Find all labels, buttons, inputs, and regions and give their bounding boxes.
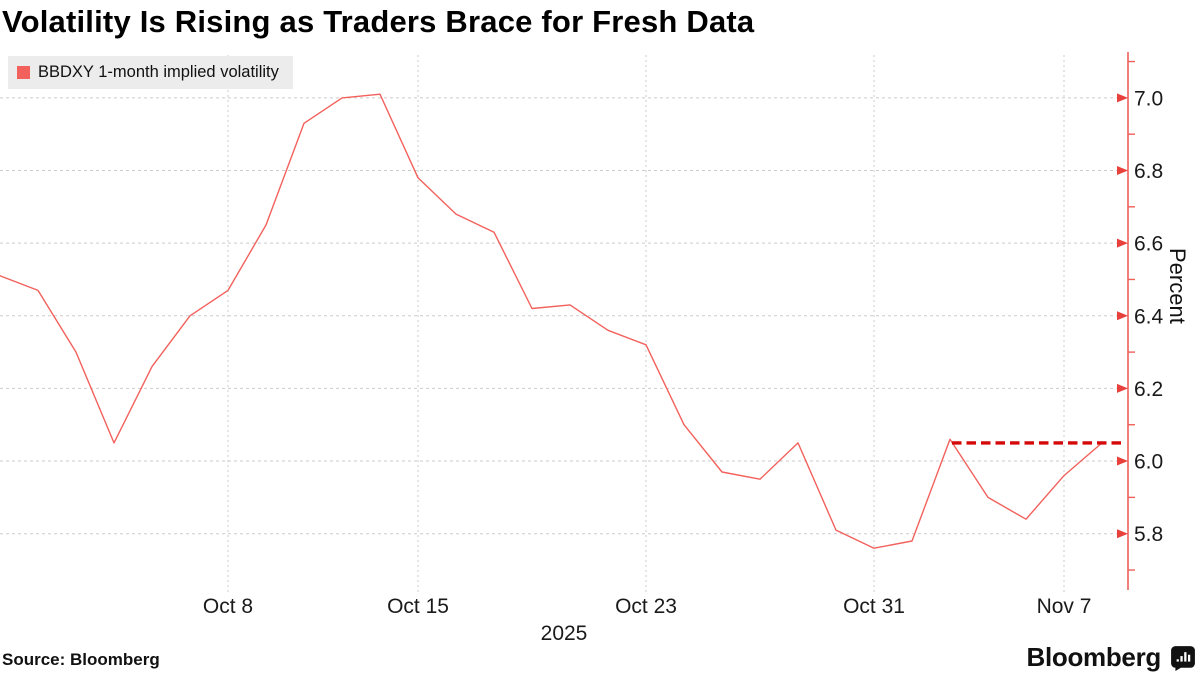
y-tick-label: 6.8 [1134, 160, 1163, 183]
y-tick-arrow-icon [1117, 93, 1128, 103]
x-tick-label: Oct 8 [203, 595, 253, 618]
series-line [0, 93, 1103, 549]
bloomberg-wordmark: Bloomberg [1026, 642, 1161, 672]
y-tick-label: 6.4 [1134, 305, 1164, 328]
legend: BBDXY 1-month implied volatility [8, 56, 293, 89]
y-tick-arrow-icon [1117, 311, 1128, 321]
x-axis-year-label: 2025 [540, 622, 588, 645]
bloomberg-logo: Bloomberg [1026, 642, 1196, 673]
y-tick-arrow-icon [1117, 529, 1128, 539]
source-attribution: Source: Bloomberg [2, 650, 160, 669]
y-tick-label: 6.6 [1134, 233, 1163, 256]
legend-label: BBDXY 1-month implied volatility [38, 63, 279, 81]
x-tick-label: Oct 31 [843, 595, 905, 618]
y-tick-label: 7.0 [1134, 87, 1163, 110]
y-tick-arrow-icon [1117, 456, 1128, 466]
y-tick-label: 6.0 [1134, 451, 1163, 474]
legend-swatch [17, 66, 30, 79]
y-tick-arrow-icon [1117, 383, 1128, 393]
x-tick-label: Oct 15 [387, 595, 449, 618]
x-tick-label: Oct 23 [615, 595, 677, 618]
y-tick-label: 5.8 [1134, 523, 1163, 546]
x-tick-label: Nov 7 [1037, 595, 1092, 618]
y-tick-arrow-icon [1117, 238, 1128, 248]
chart-title: Volatility Is Rising as Traders Brace fo… [2, 4, 755, 39]
bloomberg-logo-icon [1171, 645, 1195, 671]
y-tick-arrow-icon [1117, 165, 1128, 175]
y-axis-title: Percent [1165, 248, 1190, 324]
y-tick-label: 6.2 [1134, 378, 1163, 401]
